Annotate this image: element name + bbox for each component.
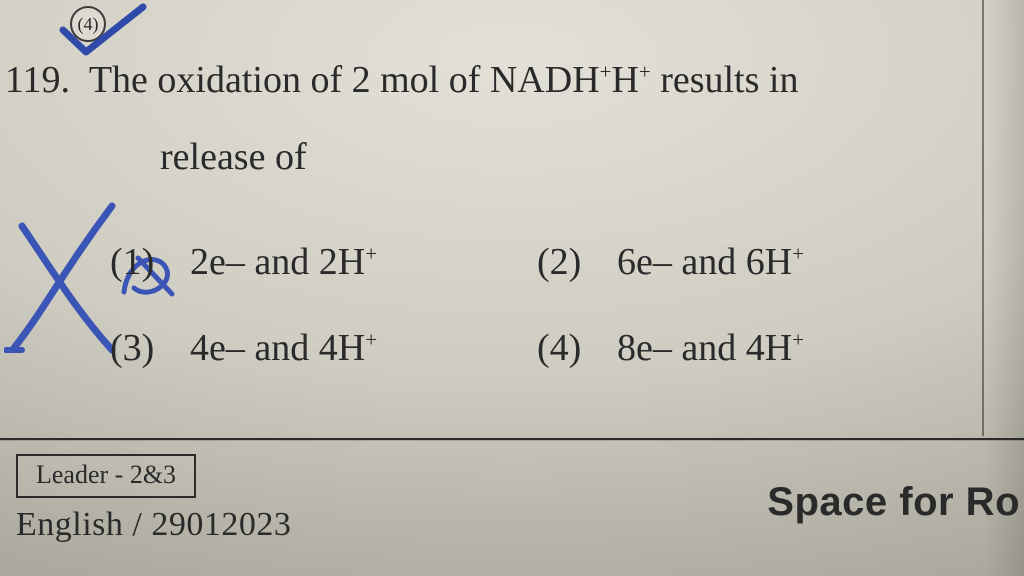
option-4-before: 8e– and 4H <box>617 327 792 369</box>
option-3: (3) 4e– and 4H+ <box>110 326 537 370</box>
leader-box: Leader - 2&3 <box>16 454 196 498</box>
option-3-num: (3) <box>110 326 190 370</box>
question-line1-after: results in <box>651 59 799 101</box>
option-4-text: 8e– and 4H+ <box>617 326 804 370</box>
nadh-sup-2: + <box>639 59 651 83</box>
exam-page: (4) 119. The oxidation of 2 mol of NADH+… <box>0 0 1024 576</box>
option-2-text: 6e– and 6H+ <box>617 240 804 284</box>
option-4-num: (4) <box>537 326 617 370</box>
option-3-text: 4e– and 4H+ <box>190 326 377 370</box>
cross-mark-icon <box>4 200 124 360</box>
option-2-sup: + <box>792 241 804 265</box>
prev-option-circle: (4) <box>70 6 106 42</box>
options-grid: (1) 2e– and 2H+ (2) 6e– and 6H+ (3) 4e– … <box>110 240 964 412</box>
option-4-sup: + <box>792 327 804 351</box>
option-2-num: (2) <box>537 240 617 284</box>
option-2-before: 6e– and 6H <box>617 241 792 283</box>
paper-code: English / 29012023 <box>16 506 291 544</box>
option-1-sup: + <box>365 241 377 265</box>
nadh-sup-1: + <box>600 59 612 83</box>
option-1-before: 2e– and 2H <box>190 241 365 283</box>
option-1-text: 2e– and 2H+ <box>190 240 377 284</box>
nadh-mid: H <box>611 59 638 101</box>
option-row: (1) 2e– and 2H+ (2) 6e– and 6H+ <box>110 240 964 284</box>
option-1: (1) 2e– and 2H+ <box>110 240 537 284</box>
prev-option-label: (4) <box>78 14 99 35</box>
option-4: (4) 8e– and 4H+ <box>537 326 964 370</box>
space-for-label: Space for Ro <box>767 480 1020 525</box>
question-line1-before: The oxidation of 2 mol of NADH <box>89 59 600 101</box>
question-line-2: release of <box>160 127 984 188</box>
question-block: 119. The oxidation of 2 mol of NADH+H+ r… <box>0 50 984 188</box>
option-2: (2) 6e– and 6H+ <box>537 240 964 284</box>
option-1-num: (1) <box>110 240 190 284</box>
horizontal-rule <box>0 438 1024 440</box>
question-line-1: The oxidation of 2 mol of NADH+H+ result… <box>89 59 799 101</box>
leader-label: Leader - 2&3 <box>36 460 176 489</box>
option-row: (3) 4e– and 4H+ (4) 8e– and 4H+ <box>110 326 964 370</box>
option-3-before: 4e– and 4H <box>190 327 365 369</box>
option-3-sup: + <box>365 327 377 351</box>
question-number: 119. <box>0 50 80 111</box>
